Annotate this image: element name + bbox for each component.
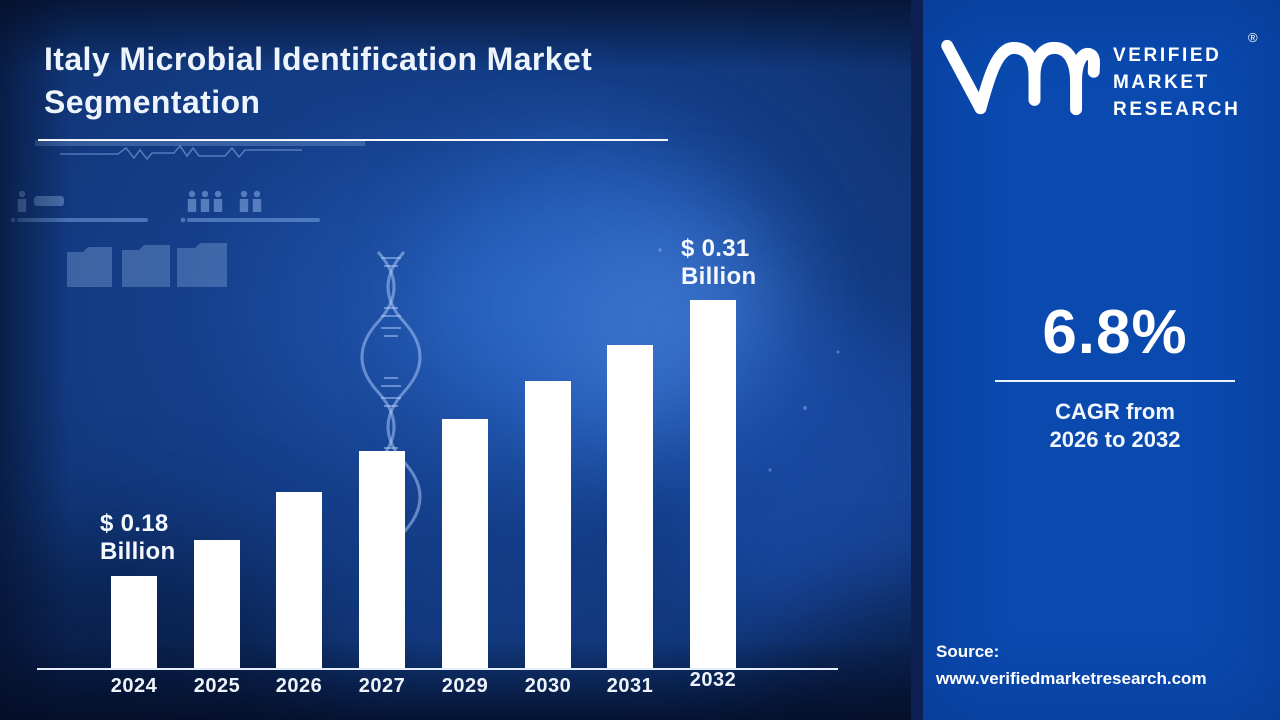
- page-title-line2: Segmentation: [44, 84, 261, 120]
- x-axis-label-2032: 2032: [689, 669, 737, 691]
- vmr-logo-icon: [941, 39, 1101, 116]
- brand-panel: VERIFIED MARKET RESEARCH ® 6.8% CAGR fro…: [923, 0, 1280, 720]
- bar-2027: [359, 451, 405, 669]
- cagr-caption-line2: 2026 to 2032: [1049, 427, 1181, 452]
- left-vignette: [0, 0, 70, 720]
- last-bar-value-label: $ 0.31 Billion: [681, 235, 757, 290]
- heartbeat-line-icon: [60, 144, 302, 161]
- cagr-stat: 6.8% CAGR from 2026 to 2032: [973, 300, 1257, 454]
- x-axis-line: [37, 668, 838, 670]
- source-url: www.verifiedmarketresearch.com: [936, 669, 1207, 688]
- first-bar-value-label: $ 0.18 Billion: [100, 510, 176, 565]
- x-axis-label-2030: 2030: [524, 675, 572, 697]
- bar-2032: [690, 300, 736, 669]
- cagr-underline: [995, 380, 1235, 382]
- folder-icons: [67, 243, 227, 287]
- cagr-value: 6.8%: [1042, 298, 1188, 367]
- screen-strip: [35, 140, 365, 146]
- bar-2029: [442, 419, 488, 669]
- particles: [658, 248, 840, 472]
- x-axis-label-2024: 2024: [110, 675, 158, 697]
- x-axis-label-2026: 2026: [275, 675, 323, 697]
- bar-2025: [194, 540, 240, 669]
- x-axis-label-2031: 2031: [606, 675, 654, 697]
- panel-divider: [911, 0, 923, 720]
- title-underline: [38, 139, 668, 141]
- brand-name-line3: RESEARCH: [1113, 99, 1241, 120]
- source-block: Source: www.verifiedmarketresearch.com: [936, 638, 1276, 692]
- brand-name-line1: VERIFIED: [1113, 45, 1222, 66]
- x-axis-label-2025: 2025: [193, 675, 241, 697]
- x-axis-label-2029: 2029: [441, 675, 489, 697]
- bar-2024: [111, 576, 157, 669]
- page-title: Italy Microbial Identification Market Se…: [44, 38, 804, 124]
- top-vignette: [0, 0, 913, 70]
- bar-2030: [525, 381, 571, 669]
- bar-2026: [276, 492, 322, 669]
- cagr-caption-line1: CAGR from: [1055, 399, 1175, 424]
- brand-name: VERIFIED MARKET RESEARCH: [1113, 42, 1240, 123]
- page-title-line1: Italy Microbial Identification Market: [44, 41, 593, 77]
- chart-panel: Italy Microbial Identification Market Se…: [0, 0, 913, 720]
- registered-trademark-icon: ®: [1248, 30, 1258, 45]
- bar-2031: [607, 345, 653, 669]
- source-label: Source:: [936, 642, 1000, 661]
- brand-name-line2: MARKET: [1113, 72, 1210, 93]
- x-axis-label-2027: 2027: [358, 675, 406, 697]
